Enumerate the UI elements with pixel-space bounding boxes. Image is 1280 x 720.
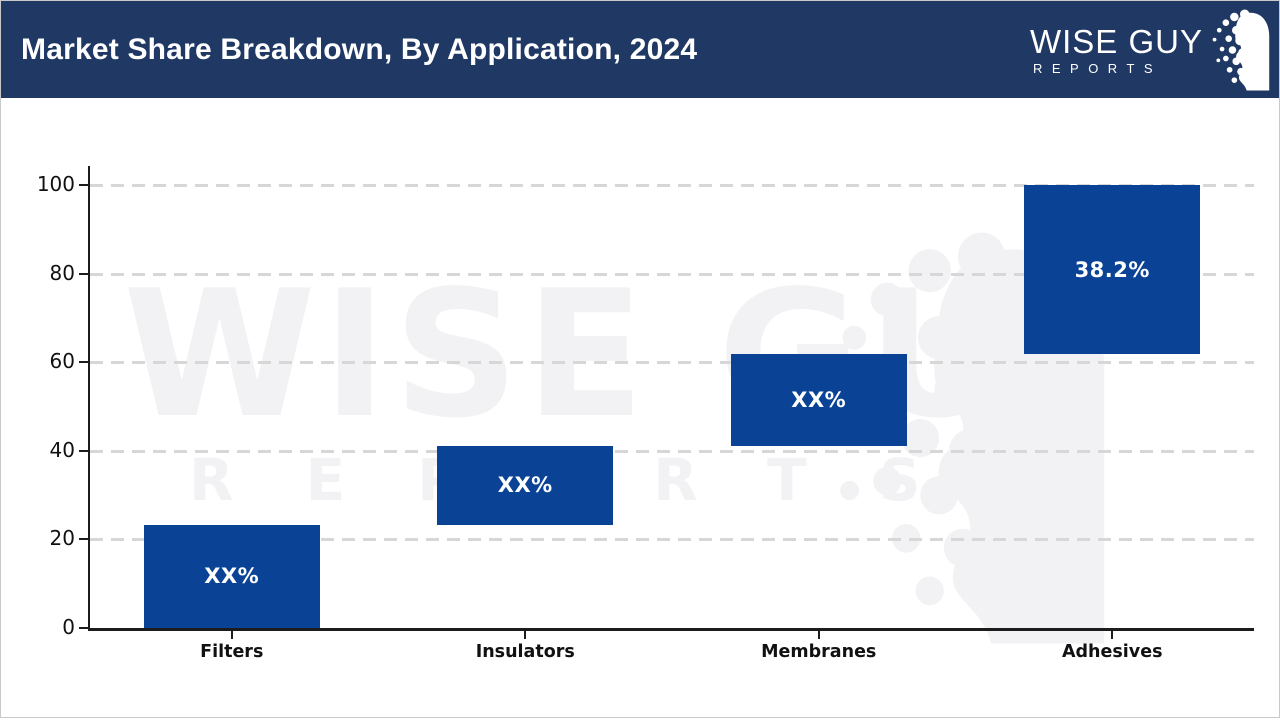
y-tick-40 [79,449,90,452]
x-category-label-membranes: Membranes [761,642,877,662]
y-axis [88,166,90,631]
bar-adhesives: 38.2% [1024,185,1201,355]
x-tick-insulators [524,631,527,639]
x-axis [88,628,1254,631]
bar-value-label: XX% [497,473,553,498]
y-tick-label-40: 40 [49,437,75,462]
gridline-20 [90,538,1254,542]
y-tick-100 [79,184,90,186]
y-tick-20 [79,538,90,541]
bar-value-label: 38.2% [1074,257,1150,282]
bar-membranes: XX% [730,354,907,446]
gridline-100 [90,184,1254,187]
bar-insulators: XX% [437,445,614,525]
logo-wordmark-line1: WISE GUY [1029,23,1203,60]
chart-plot-area: WISE GUY REPORTS 020406080100XX%FiltersX… [1,98,1279,717]
logo-wordmark-line2: REPORTS [1032,61,1163,76]
logo-wordmark: WISE GUY REPORTS [1029,23,1203,77]
y-tick-60 [79,361,90,364]
gridline-80 [90,272,1254,276]
y-tick-label-20: 20 [49,526,75,551]
page-title: Market Share Breakdown, By Application, … [21,32,698,66]
gridline-60 [90,361,1254,365]
y-tick-label-100: 100 [36,172,75,196]
x-tick-filters [230,631,233,639]
y-tick-80 [79,272,90,275]
brand-logo: WISE GUY REPORTS [1030,5,1273,95]
y-tick-label-60: 60 [49,349,75,374]
bar-value-label: XX% [791,388,847,413]
gridline-40 [90,449,1254,453]
x-category-label-insulators: Insulators [475,642,575,662]
logo-face-icon [1212,9,1270,91]
x-category-label-adhesives: Adhesives [1061,642,1163,662]
y-tick-label-0: 0 [62,615,75,639]
x-category-label-filters: Filters [200,642,264,662]
y-tick-label-80: 80 [49,260,75,285]
x-tick-membranes [817,631,820,639]
header-bar: Market Share Breakdown, By Application, … [1,1,1279,98]
x-tick-adhesives [1111,631,1114,639]
bar-value-label: XX% [204,564,260,589]
bar-filters: XX% [143,524,320,628]
y-tick-0 [79,627,90,629]
